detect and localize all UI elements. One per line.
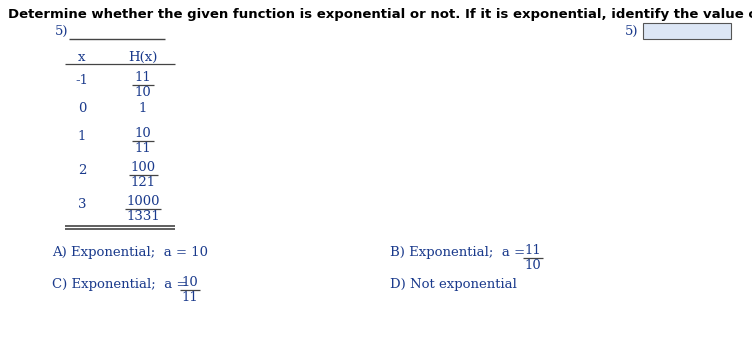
Text: A) Exponential;  a = 10: A) Exponential; a = 10: [52, 246, 208, 259]
Text: 121: 121: [130, 176, 156, 189]
Text: 1: 1: [77, 131, 86, 143]
Text: Determine whether the given function is exponential or not. If it is exponential: Determine whether the given function is …: [8, 8, 752, 21]
Text: 10: 10: [525, 259, 541, 272]
Text: 5): 5): [55, 25, 68, 38]
Text: 10: 10: [182, 276, 199, 289]
Text: D) Not exponential: D) Not exponential: [390, 278, 517, 291]
Text: 11: 11: [525, 244, 541, 257]
Text: 1: 1: [139, 102, 147, 116]
Text: 3: 3: [77, 199, 86, 211]
Text: 2: 2: [77, 165, 86, 177]
Text: x: x: [78, 51, 86, 64]
Text: 11: 11: [135, 142, 151, 155]
Text: 1331: 1331: [126, 210, 160, 223]
Text: 0: 0: [77, 102, 86, 116]
Text: B) Exponential;  a =: B) Exponential; a =: [390, 246, 529, 259]
Text: 10: 10: [135, 127, 151, 140]
Text: 1000: 1000: [126, 195, 159, 208]
Text: 5): 5): [625, 25, 638, 38]
Text: 10: 10: [135, 86, 151, 99]
Text: H(x): H(x): [129, 51, 158, 64]
Text: -1: -1: [75, 74, 89, 87]
Text: 11: 11: [182, 291, 199, 304]
Bar: [643, 23, 731, 39]
Text: 11: 11: [135, 71, 151, 84]
Text: C) Exponential;  a =: C) Exponential; a =: [52, 278, 187, 291]
Text: 100: 100: [130, 161, 156, 174]
